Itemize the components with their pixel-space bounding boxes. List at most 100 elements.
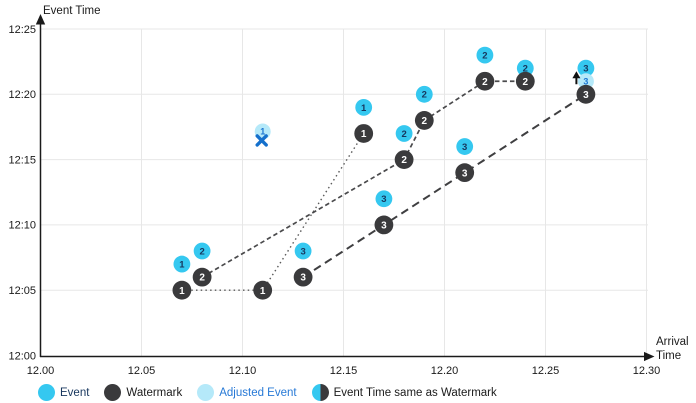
event-point-circle bbox=[375, 190, 393, 208]
watermark-point-number: 2 bbox=[401, 155, 407, 166]
legend-label: Adjusted Event bbox=[219, 386, 297, 399]
event-point: 2 bbox=[193, 242, 211, 260]
axes: 12.00 12.05 12.10 12.15 12.20 12.25 12.30 12:00… bbox=[8, 14, 660, 377]
adjusted-event-point-number: 3 bbox=[583, 76, 588, 86]
watermark-point: 3 bbox=[576, 84, 596, 104]
event-point: 2 bbox=[476, 46, 494, 64]
legend-label: Event Time same as Watermark bbox=[333, 386, 497, 399]
watermark-point-number: 3 bbox=[583, 90, 589, 101]
legend-label: Event bbox=[60, 386, 90, 399]
x-tick-label: 12.10 bbox=[229, 365, 257, 377]
event-point-circle bbox=[476, 46, 494, 64]
x-tick-label: 12.20 bbox=[431, 365, 459, 377]
event-point-number: 2 bbox=[523, 64, 528, 75]
event-point-number: 3 bbox=[583, 64, 588, 75]
watermark-point-number: 2 bbox=[199, 273, 205, 284]
event-point-circle bbox=[294, 242, 312, 260]
watermark-point-number: 2 bbox=[422, 116, 428, 127]
legend-item-half: Event Time same as Watermark bbox=[311, 384, 497, 401]
event-point: 2 bbox=[516, 59, 534, 77]
watermark-point-number: 3 bbox=[300, 273, 306, 284]
watermark-point: 3 bbox=[293, 267, 313, 287]
event-point: 3 bbox=[456, 138, 474, 155]
event-point-number: 3 bbox=[300, 246, 305, 257]
adjusted-event-point: 3 bbox=[577, 73, 594, 90]
x-tick-label: 12.30 bbox=[633, 365, 661, 377]
event-point-circle bbox=[193, 242, 211, 260]
event-point-circle bbox=[516, 59, 534, 77]
watermark-point: 2 bbox=[515, 71, 535, 91]
legend-watermark-icon bbox=[104, 384, 122, 401]
event-point-number: 1 bbox=[179, 260, 185, 271]
watermark-point: 3 bbox=[455, 163, 475, 183]
y-tick-label: 12:25 bbox=[8, 24, 36, 36]
event-point-circle bbox=[456, 138, 474, 155]
event-point: 1 bbox=[173, 255, 191, 273]
watermark-point-circle bbox=[293, 267, 313, 287]
event-point: 3 bbox=[294, 242, 312, 260]
y-tick-label: 12:00 bbox=[8, 350, 36, 362]
watermark-point: 2 bbox=[475, 71, 495, 91]
adjusted-markers bbox=[255, 71, 581, 147]
event-point-number: 2 bbox=[401, 129, 406, 140]
data-points: 1 2 3 1 3 2 2 3 2 2 3 1 3 1 2 1 3 1 3 2 2 3 2 2 3 bbox=[172, 46, 596, 300]
watermark-point: 1 bbox=[172, 280, 192, 300]
watermark-point-circle bbox=[515, 71, 535, 91]
legend-label: Watermark bbox=[126, 386, 183, 399]
watermark-point: 2 bbox=[414, 111, 434, 130]
watermark-point: 2 bbox=[192, 267, 212, 287]
gridlines bbox=[41, 28, 648, 356]
watermark-point-number: 1 bbox=[361, 129, 367, 140]
x-tick-label: 12.25 bbox=[532, 365, 560, 377]
x-axis-arrow bbox=[644, 351, 655, 362]
event-point: 3 bbox=[375, 190, 393, 208]
event-point-circle bbox=[415, 85, 433, 103]
event-point-number: 3 bbox=[381, 194, 386, 205]
watermark-point: 1 bbox=[253, 280, 273, 300]
legend-item-event: Event bbox=[38, 384, 89, 401]
watermark-point-number: 1 bbox=[179, 286, 185, 297]
watermark-point: 3 bbox=[374, 215, 394, 235]
event-point-number: 3 bbox=[462, 142, 467, 153]
adjusted-up-arrow-icon bbox=[572, 71, 581, 85]
event-point-number: 2 bbox=[482, 51, 487, 62]
y-tick-label: 12:20 bbox=[8, 89, 36, 101]
x-tick-label: 12.15 bbox=[330, 365, 358, 377]
legend-item-adjusted: Adjusted Event bbox=[197, 384, 297, 401]
event-point: 2 bbox=[395, 125, 413, 142]
watermark-point-number: 2 bbox=[523, 77, 529, 88]
y-tick-label: 12:15 bbox=[8, 154, 36, 166]
event-point: 1 bbox=[355, 98, 373, 116]
event-point-number: 1 bbox=[361, 103, 367, 114]
watermark-point: 2 bbox=[394, 150, 414, 170]
chart-legend: Event Watermark Adjusted Event Event Time s… bbox=[38, 384, 497, 401]
dropped-event-x-icon bbox=[255, 134, 268, 147]
legend-adjusted-icon bbox=[197, 384, 215, 401]
event-time-watermark-chart: 12.00 12.05 12.10 12.15 12.20 12.25 12.30 12:00… bbox=[8, 5, 688, 377]
event-point-number: 2 bbox=[199, 246, 204, 257]
x-tick-label: 12.00 bbox=[27, 365, 55, 377]
watermark-point-circle bbox=[172, 280, 192, 300]
watermark-point-circle bbox=[475, 71, 495, 91]
watermark-point-circle bbox=[354, 124, 374, 143]
watermark-point-number: 3 bbox=[462, 168, 468, 179]
y-tick-label: 12:05 bbox=[8, 285, 36, 297]
watermark-point: 1 bbox=[354, 124, 374, 143]
watermark-point-circle bbox=[455, 163, 475, 183]
watermark-point-number: 1 bbox=[260, 286, 266, 297]
watermark-point-number: 3 bbox=[381, 221, 387, 232]
event-point-circle bbox=[577, 59, 595, 77]
watermark-point-circle bbox=[414, 111, 434, 130]
y-tick-label: 12:10 bbox=[8, 220, 36, 232]
watermark-point-number: 2 bbox=[482, 77, 488, 88]
adjusted-event-point-number: 1 bbox=[260, 127, 265, 137]
y-axis-arrow bbox=[35, 14, 46, 25]
legend-half-icon bbox=[311, 384, 329, 401]
x-tick-label: 12.05 bbox=[128, 365, 156, 377]
legend-item-watermark: Watermark bbox=[104, 384, 182, 401]
watermark-point-circle bbox=[374, 215, 394, 235]
watermark-point-circle bbox=[576, 84, 596, 104]
event-point-circle bbox=[355, 98, 373, 116]
x-axis-title-line2: Time bbox=[656, 350, 681, 362]
adjusted-event-point-circle bbox=[577, 73, 594, 90]
